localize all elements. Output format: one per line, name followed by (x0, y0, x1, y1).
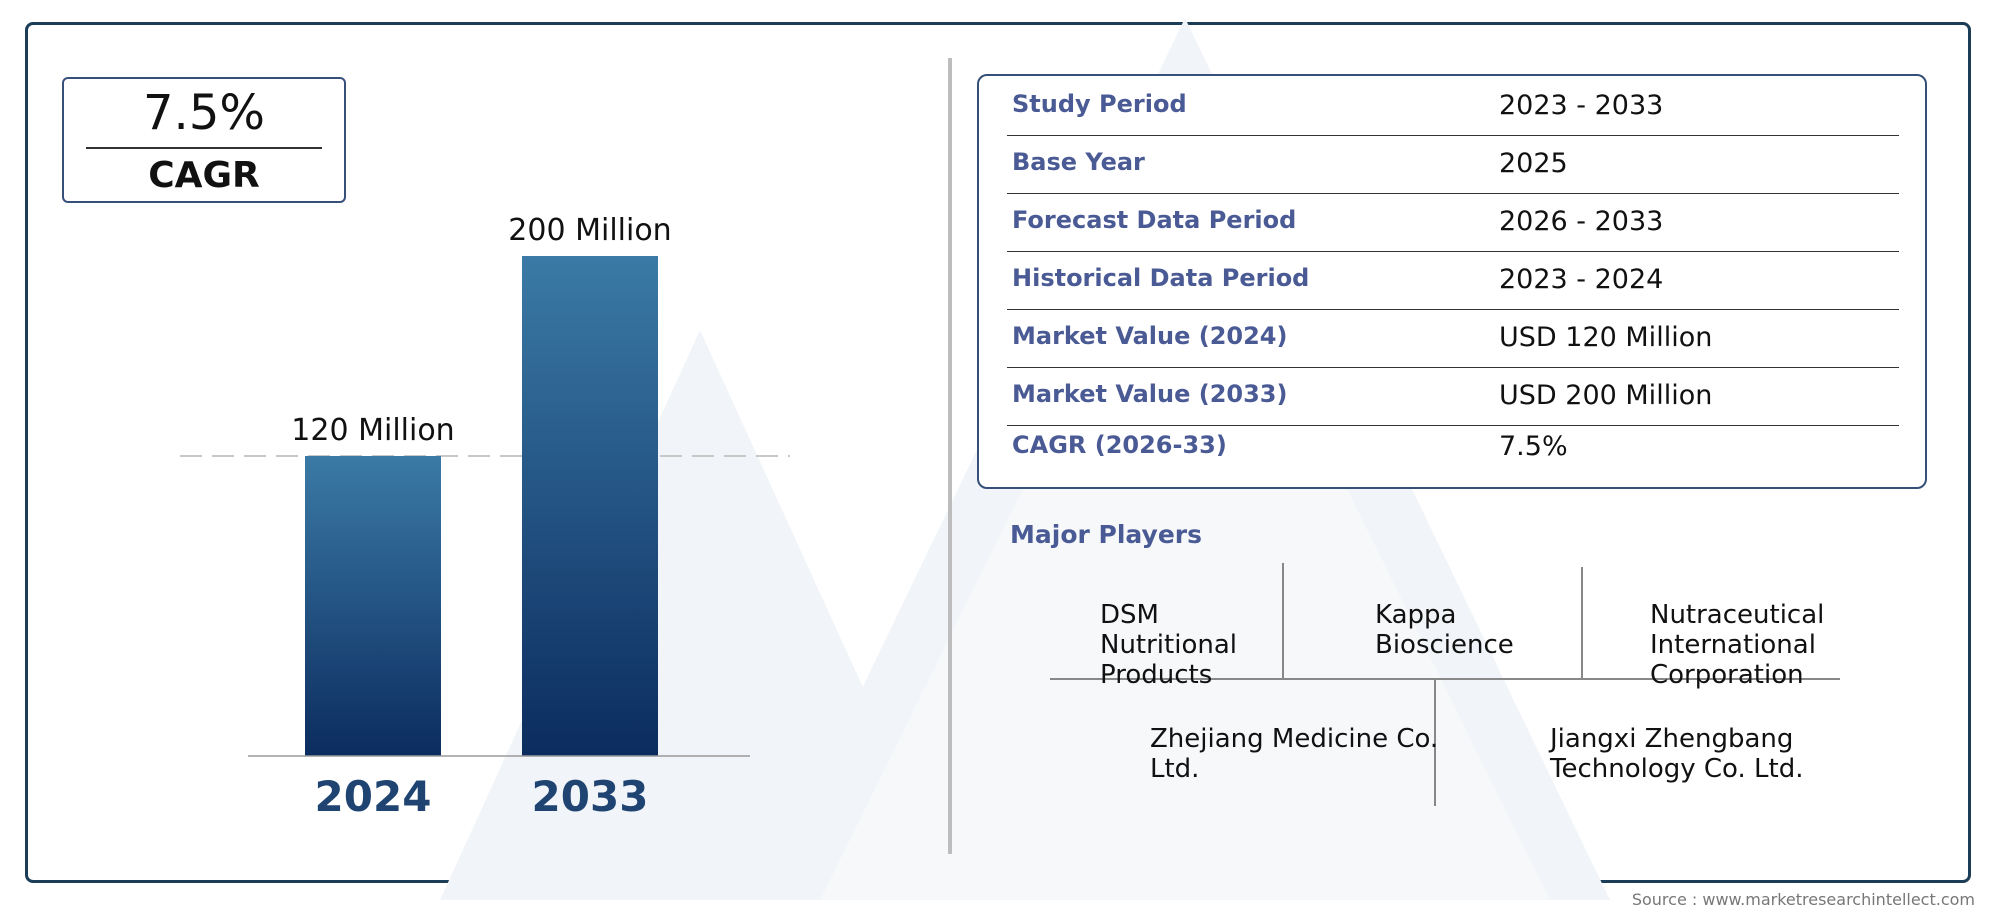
info-row: Base Year 2025 (1007, 136, 1899, 194)
info-row: Historical Data Period 2023 - 2024 (1007, 252, 1899, 310)
player-name-line: Bioscience (1375, 630, 1514, 660)
market-info-table: Study Period 2023 - 2033 Base Year 2025 Fore… (977, 74, 1927, 489)
player-name: Jiangxi Zhengbang Technology Co. Ltd. (1550, 724, 1804, 784)
player-name-line: DSM (1100, 600, 1159, 630)
row-rule (1007, 308, 1899, 310)
cagr-label: CAGR (148, 155, 260, 196)
row-rule (1007, 134, 1899, 136)
source-note: Source : www.marketresearchintellect.com (1631, 890, 1975, 909)
info-key: Base Year (1012, 148, 1145, 176)
info-key: Study Period (1012, 90, 1187, 118)
player-name: Nutraceutical International Corporation (1650, 600, 1824, 690)
cagr-box: 7.5% CAGR (62, 77, 346, 203)
info-value: 2023 - 2024 (1499, 264, 1664, 295)
row-rule (1007, 192, 1899, 194)
x-tick-label-2033: 2033 (532, 772, 649, 821)
players-divider-top-left (1282, 563, 1284, 678)
info-value: 2025 (1499, 148, 1568, 179)
players-divider-top-right (1581, 567, 1583, 678)
info-row: Forecast Data Period 2026 - 2033 (1007, 194, 1899, 252)
player-name: DSM Nutritional Products (1100, 600, 1237, 690)
info-value: 7.5% (1499, 431, 1568, 462)
player-name-line: Kappa (1375, 600, 1457, 630)
cagr-value: 7.5% (143, 85, 265, 141)
player-name-line: Zhejiang Medicine Co. (1150, 724, 1439, 754)
player-name-line: Nutraceutical (1650, 600, 1825, 630)
info-key: Market Value (2024) (1012, 322, 1288, 350)
bar-value-label-2033: 200 Million (508, 213, 671, 248)
row-rule (1007, 366, 1899, 368)
section-divider (948, 58, 952, 854)
info-key: Forecast Data Period (1012, 206, 1297, 234)
player-name-line: Jiangxi Zhengbang (1550, 724, 1794, 754)
info-row: Market Value (2024) USD 120 Million (1007, 310, 1899, 368)
cagr-rule (86, 147, 322, 149)
bar-2024 (305, 456, 441, 756)
player-name-line: Products (1100, 660, 1213, 690)
info-key: CAGR (2026-33) (1012, 431, 1227, 459)
player-name-line: Technology Co. Ltd. (1550, 754, 1804, 784)
players-divider-horizontal (1050, 678, 1840, 680)
player-name-line: Nutritional (1100, 630, 1237, 660)
player-name-line: International (1650, 630, 1816, 660)
info-value: 2026 - 2033 (1499, 206, 1664, 237)
bar-2033 (522, 256, 658, 756)
info-key: Market Value (2033) (1012, 380, 1288, 408)
info-value: 2023 - 2033 (1499, 90, 1664, 121)
player-name: Kappa Bioscience (1375, 600, 1514, 660)
major-players-title: Major Players (1010, 520, 1202, 549)
player-name: Zhejiang Medicine Co. Ltd. (1150, 724, 1438, 784)
info-value: USD 120 Million (1499, 322, 1713, 353)
info-row: Market Value (2033) USD 200 Million (1007, 368, 1899, 426)
info-key: Historical Data Period (1012, 264, 1310, 292)
info-row: Study Period 2023 - 2033 (1007, 78, 1899, 136)
x-tick-label-2024: 2024 (315, 772, 432, 821)
row-rule (1007, 250, 1899, 252)
bar-chart: 120 Million 2024 200 Million 2033 (180, 213, 790, 821)
player-name-line: Ltd. (1150, 754, 1200, 784)
info-value: USD 200 Million (1499, 380, 1713, 411)
player-name-line: Corporation (1650, 660, 1804, 690)
bar-value-label-2024: 120 Million (291, 413, 454, 448)
info-row: CAGR (2026-33) 7.5% (1007, 419, 1899, 475)
players-divider-bottom (1434, 678, 1436, 806)
row-rule (1007, 424, 1899, 426)
